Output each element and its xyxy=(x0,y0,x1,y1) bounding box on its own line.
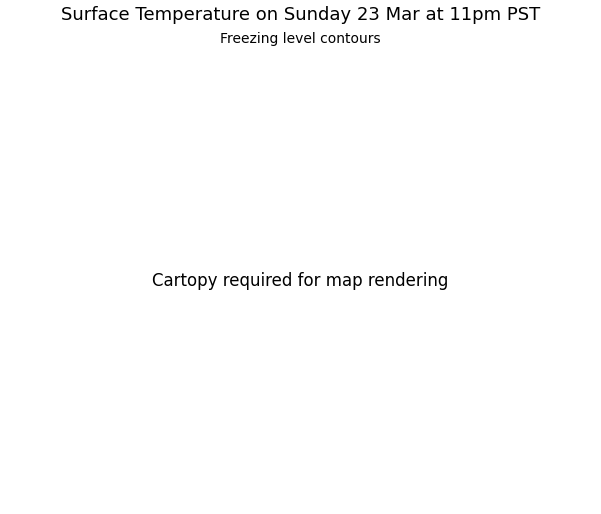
Text: Freezing level contours: Freezing level contours xyxy=(220,32,381,46)
Text: Surface Temperature on Sunday 23 Mar at 11pm PST: Surface Temperature on Sunday 23 Mar at … xyxy=(61,6,540,24)
Text: Cartopy required for map rendering: Cartopy required for map rendering xyxy=(152,271,449,290)
